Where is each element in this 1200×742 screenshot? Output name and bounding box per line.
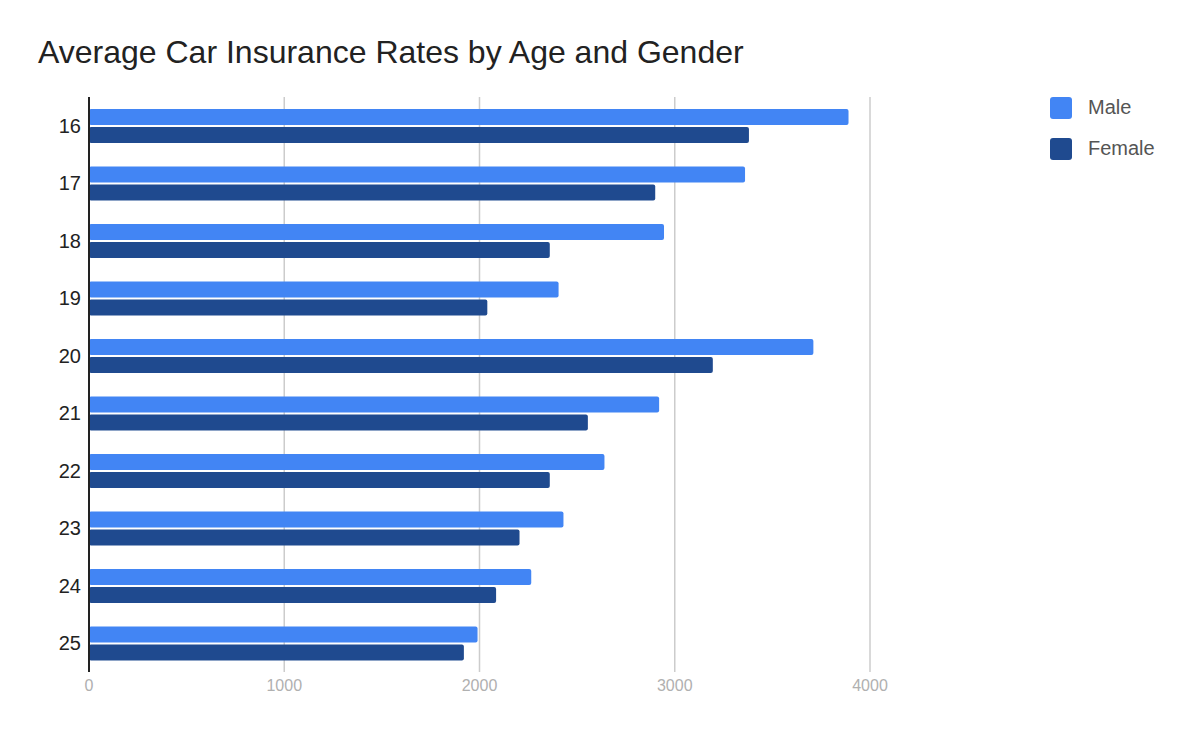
svg-text:24: 24 — [59, 575, 81, 597]
html-text:Average Car Insurance Rates by: Average Car Insurance Rates by Age and G… — [38, 34, 744, 70]
svg-text:3000: 3000 — [657, 677, 693, 694]
svg-text:0: 0 — [85, 677, 94, 694]
html-text:Female: Female — [1088, 137, 1155, 159]
svg-text:20: 20 — [59, 345, 81, 367]
svg-text:21: 21 — [59, 402, 81, 424]
html-text:Male: Male — [1088, 96, 1132, 118]
svg-text:22: 22 — [59, 460, 81, 482]
svg-text:19: 19 — [59, 287, 81, 309]
svg-text:1000: 1000 — [266, 677, 302, 694]
svg-text:4000: 4000 — [852, 677, 888, 694]
svg-text:18: 18 — [59, 230, 81, 252]
svg-text:2000: 2000 — [462, 677, 498, 694]
svg-text:23: 23 — [59, 517, 81, 539]
svg-text:17: 17 — [59, 172, 81, 194]
svg-text:25: 25 — [59, 632, 81, 654]
svg-text:16: 16 — [59, 115, 81, 137]
